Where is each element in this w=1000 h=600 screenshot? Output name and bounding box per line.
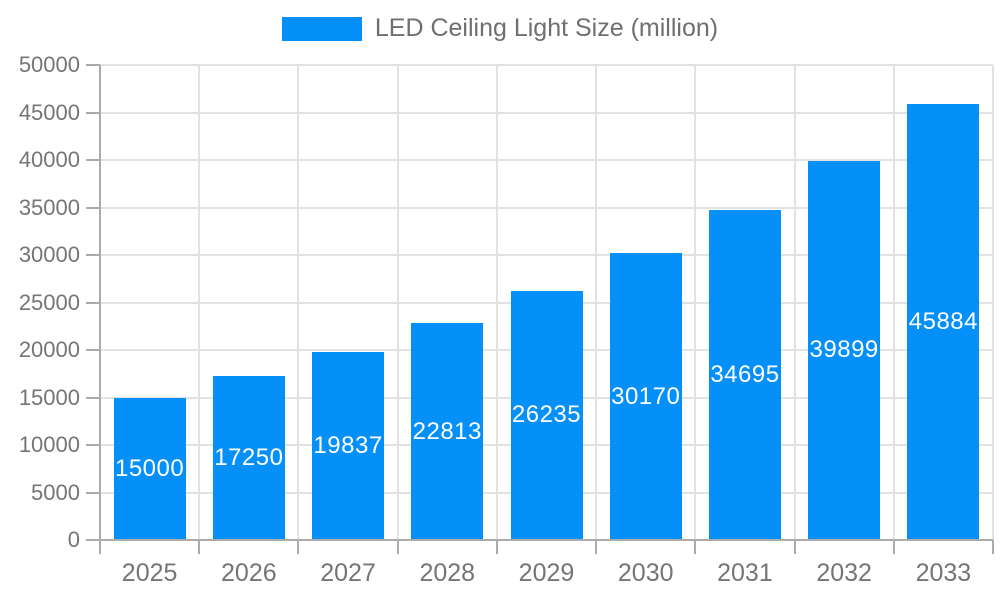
x-axis-tick <box>595 540 598 554</box>
x-tick-label: 2029 <box>518 559 575 587</box>
x-tick-label: 2027 <box>320 559 376 587</box>
bar-value-label: 19837 <box>313 431 383 459</box>
legend-label: LED Ceiling Light Size (million) <box>374 14 719 42</box>
bar[interactable]: 39899 <box>808 160 881 540</box>
y-gridline <box>100 159 993 161</box>
legend-swatch-icon <box>281 16 362 41</box>
x-gridline <box>595 65 598 540</box>
y-axis-tick <box>86 301 100 304</box>
y-tick-label: 25000 <box>18 289 80 315</box>
x-axis-tick <box>793 540 796 554</box>
bar[interactable]: 17250 <box>212 376 285 540</box>
bar-value-label: 17250 <box>214 444 284 472</box>
bar-value-label: 45884 <box>908 308 978 336</box>
y-axis-tick <box>86 491 100 494</box>
bar-value-label: 22813 <box>412 417 482 445</box>
y-axis-tick <box>86 396 100 399</box>
x-tick-label: 2025 <box>121 559 178 587</box>
bar[interactable]: 22813 <box>411 323 484 540</box>
y-tick-label: 20000 <box>18 337 80 362</box>
y-axis-tick <box>86 254 100 256</box>
y-axis-tick <box>86 159 100 161</box>
x-axis-tick <box>297 540 300 554</box>
y-tick-label: 30000 <box>18 242 80 267</box>
x-gridline <box>198 65 201 540</box>
y-tick-label: 35000 <box>18 194 80 220</box>
x-gridline <box>892 65 895 540</box>
y-tick-label: 50000 <box>18 52 80 77</box>
x-axis-tick <box>198 540 201 554</box>
bar-value-label: 15000 <box>114 454 185 482</box>
y-axis-tick <box>86 349 100 351</box>
y-tick-label: 5000 <box>31 479 80 505</box>
bar-value-label: 34695 <box>710 361 780 389</box>
x-axis-tick <box>892 540 895 554</box>
x-tick-label: 2033 <box>915 559 972 587</box>
y-gridline <box>100 254 993 256</box>
bar[interactable]: 45884 <box>907 104 980 540</box>
y-axis-tick <box>86 64 100 66</box>
x-gridline <box>694 65 697 540</box>
x-axis-tick <box>495 540 498 554</box>
y-axis-tick <box>86 444 100 446</box>
bar[interactable]: 26235 <box>510 290 583 540</box>
legend[interactable]: LED Ceiling Light Size (million) <box>0 14 1000 43</box>
x-gridline <box>495 65 498 540</box>
x-tick-label: 2032 <box>816 559 872 587</box>
y-axis-line <box>99 65 101 554</box>
y-tick-label: 0 <box>67 527 80 552</box>
y-tick-label: 10000 <box>18 432 80 457</box>
x-tick-label: 2026 <box>221 559 277 587</box>
bar-value-label: 26235 <box>511 401 582 429</box>
x-tick-label: 2030 <box>617 559 674 587</box>
x-gridline <box>992 65 994 540</box>
y-tick-label: 40000 <box>18 147 80 172</box>
x-axis-tick <box>992 540 994 554</box>
bar-value-label: 30170 <box>611 382 681 410</box>
bar[interactable]: 30170 <box>609 253 682 540</box>
x-gridline <box>396 65 399 540</box>
y-gridline <box>100 206 993 209</box>
bar[interactable]: 34695 <box>708 210 781 540</box>
y-gridline <box>100 64 993 66</box>
y-axis-tick <box>86 206 100 209</box>
y-axis-tick <box>86 111 100 114</box>
x-gridline <box>793 65 796 540</box>
x-axis-tick <box>694 540 697 554</box>
x-tick-label: 2028 <box>419 559 476 587</box>
x-gridline <box>297 65 300 540</box>
bar[interactable]: 15000 <box>113 397 186 540</box>
y-tick-label: 45000 <box>18 99 80 125</box>
y-gridline <box>100 111 993 114</box>
bar[interactable]: 19837 <box>312 351 385 540</box>
bar-value-label: 39899 <box>809 336 879 364</box>
x-tick-label: 2031 <box>717 559 773 587</box>
x-axis-tick <box>396 540 399 554</box>
x-axis-line <box>86 539 993 541</box>
y-tick-label: 15000 <box>18 384 80 410</box>
